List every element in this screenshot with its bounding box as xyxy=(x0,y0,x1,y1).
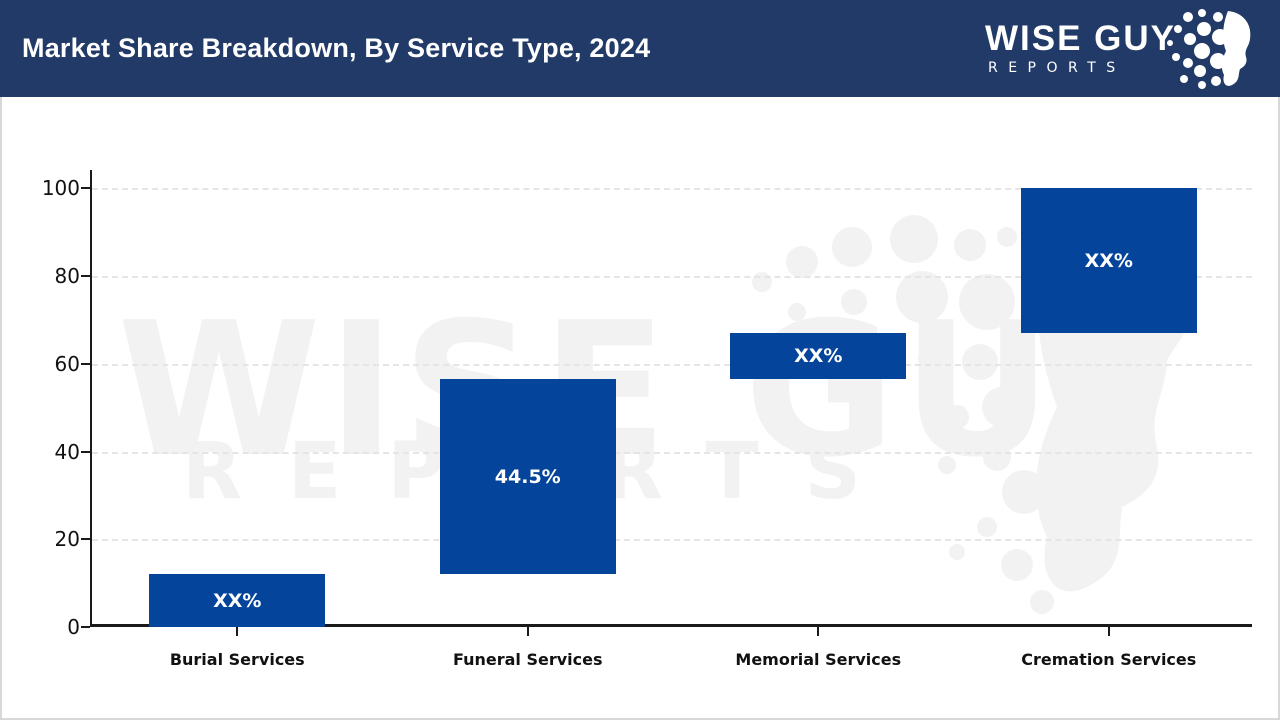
header-bar: Market Share Breakdown, By Service Type,… xyxy=(0,0,1280,97)
logo-wordmark: WISE GUY xyxy=(984,19,1176,59)
chart-title: Market Share Breakdown, By Service Type,… xyxy=(22,33,651,63)
y-tick-mark xyxy=(81,450,90,453)
x-tick-mark xyxy=(526,627,529,636)
x-category-label: Memorial Services xyxy=(735,650,902,669)
y-tick-label: 40 xyxy=(54,439,80,464)
bar-value-label: XX% xyxy=(213,589,262,612)
gridline xyxy=(92,188,1252,191)
watermark-wordmark: WISE GUY xyxy=(117,282,1198,498)
bar-cremation-services: XX% xyxy=(1020,188,1197,334)
y-tick-mark xyxy=(81,275,90,278)
y-tick-label: 0 xyxy=(67,615,80,639)
x-category-label: Funeral Services xyxy=(452,650,603,669)
x-category-label: Cremation Services xyxy=(1021,650,1197,669)
y-tick-mark xyxy=(81,626,90,628)
y-tick-mark xyxy=(81,187,90,190)
x-tick-mark xyxy=(817,627,820,636)
gridline xyxy=(92,451,1252,454)
bar-memorial-services: XX% xyxy=(730,333,907,380)
logo-face-dots-icon xyxy=(1167,8,1251,89)
x-category-label: Burial Services xyxy=(169,650,305,669)
y-tick-label: 20 xyxy=(54,527,80,552)
wise-guy-reports-logo: WISE GUY REPORTS xyxy=(985,5,1254,93)
y-tick-mark xyxy=(81,538,90,541)
x-tick-mark xyxy=(236,627,239,636)
bar-value-label: XX% xyxy=(794,345,843,368)
y-tick-mark xyxy=(81,362,90,365)
bar-funeral-services: 44.5% xyxy=(439,379,616,575)
gridline xyxy=(92,539,1252,542)
gridline xyxy=(92,276,1252,279)
y-tick-label: 60 xyxy=(54,351,80,376)
logo-text: WISE GUY REPORTS xyxy=(984,19,1176,76)
bar-burial-services: XX% xyxy=(149,574,326,627)
plot-area: 0 20 40 60 80 100 XX% Burial Services 44.5% Funer… xyxy=(42,170,1252,669)
gridline xyxy=(92,363,1252,366)
logo-subtitle: REPORTS xyxy=(987,59,1126,76)
y-tick-label: 80 xyxy=(54,264,80,289)
bar-value-label: 44.5% xyxy=(494,465,561,488)
bar-value-label: XX% xyxy=(1084,249,1133,272)
x-tick-mark xyxy=(1107,627,1110,636)
y-tick-label: 100 xyxy=(41,176,80,201)
